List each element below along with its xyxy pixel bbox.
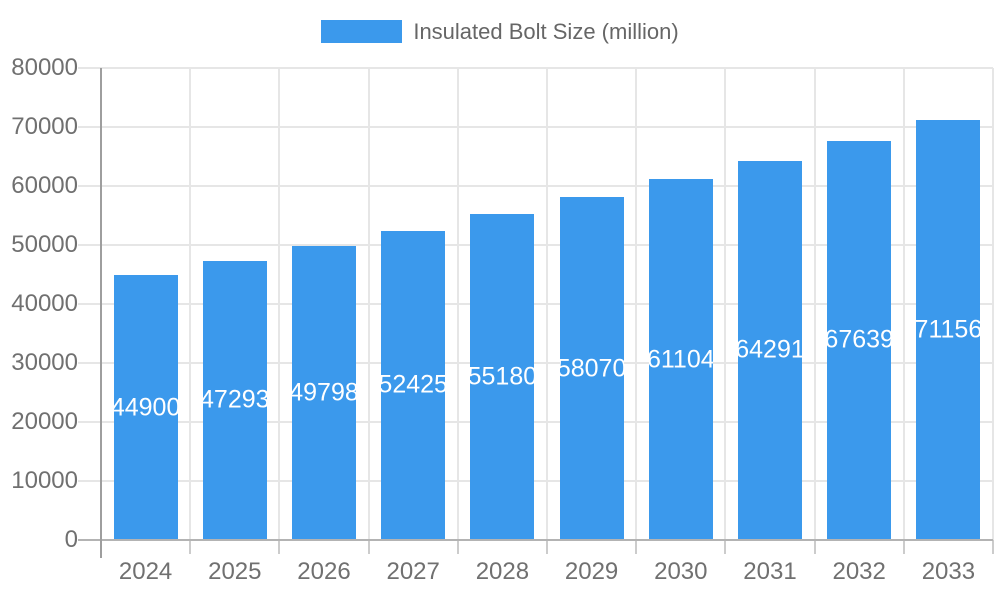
legend-label: Insulated Bolt Size (million) [413, 18, 679, 44]
y-axis-label: 30000 [11, 349, 78, 376]
bar-2029[interactable]: 58070 [559, 197, 624, 540]
bar-2033[interactable]: 71156 [916, 120, 981, 540]
x-tick [902, 540, 905, 554]
x-axis-label: 2032 [832, 558, 886, 585]
v-gridline [902, 68, 905, 540]
bar-value-label: 55180 [470, 362, 535, 391]
x-tick [724, 540, 727, 554]
y-axis-label: 10000 [11, 467, 78, 494]
y-tick [78, 126, 101, 128]
bar-value-label: 47293 [202, 385, 267, 414]
bar-value-label: 52425 [381, 370, 446, 399]
x-axis-label: 2031 [743, 558, 797, 585]
x-axis-label: 2027 [386, 558, 440, 585]
bar-2032[interactable]: 67639 [827, 140, 892, 540]
v-gridline [189, 68, 192, 540]
y-axis-label: 40000 [11, 290, 78, 317]
y-tick [78, 244, 101, 246]
v-gridline [367, 68, 370, 540]
y-tick [78, 362, 101, 364]
bar-value-label: 67639 [827, 325, 892, 354]
x-axis-label: 2028 [475, 558, 530, 585]
v-gridline [546, 68, 548, 540]
v-gridline [278, 68, 281, 540]
v-gridline [724, 68, 727, 540]
x-axis-label: 2029 [564, 558, 619, 585]
legend[interactable]: Insulated Bolt Size (million) [0, 19, 1000, 44]
x-axis-label: 2024 [118, 558, 173, 585]
bar-value-label: 49798 [292, 378, 356, 407]
bar-2026[interactable]: 49798 [292, 246, 356, 540]
x-axis-label: 2030 [654, 558, 708, 585]
y-tick [78, 185, 101, 187]
x-tick [813, 540, 816, 554]
y-tick [78, 67, 101, 69]
y-axis-label: 20000 [11, 408, 78, 435]
bar-value-label: 61104 [648, 345, 713, 374]
y-tick [78, 303, 101, 305]
v-gridline [992, 68, 994, 540]
bar-value-label: 58070 [559, 354, 624, 383]
y-axis-label: 80000 [11, 54, 78, 81]
x-tick [992, 540, 994, 554]
x-tick [456, 540, 459, 554]
y-axis-label: 0 [64, 526, 78, 553]
x-axis-label: 2033 [921, 558, 976, 585]
bar-2028[interactable]: 55180 [470, 214, 535, 540]
bar-2024[interactable]: 44900 [113, 275, 178, 540]
y-axis-label: 60000 [11, 172, 78, 199]
bar-value-label: 64291 [738, 335, 802, 364]
v-gridline [813, 68, 816, 540]
bar-value-label: 71156 [916, 315, 981, 344]
legend-swatch-icon [321, 20, 403, 43]
x-tick [189, 540, 192, 554]
x-tick [635, 540, 638, 554]
v-gridline [635, 68, 638, 540]
x-tick [546, 540, 548, 554]
y-axis-line [100, 68, 102, 558]
bar-2030[interactable]: 61104 [648, 179, 713, 540]
bar-value-label: 44900 [113, 393, 178, 422]
x-axis-label: 2025 [208, 558, 262, 585]
y-tick [78, 421, 101, 423]
x-axis-label: 2026 [297, 558, 351, 585]
y-axis-label: 50000 [11, 231, 78, 258]
bar-2025[interactable]: 47293 [202, 260, 267, 540]
y-tick [78, 480, 101, 482]
plot-area: 44900 47293 49798 52425 55180 58070 61104 64291… [101, 67, 994, 540]
x-axis-line [78, 539, 993, 541]
bar-2027[interactable]: 52425 [381, 230, 446, 540]
y-axis-label: 70000 [11, 113, 78, 140]
x-tick [278, 540, 281, 554]
x-tick [367, 540, 370, 554]
v-gridline [456, 68, 459, 540]
bar-2031[interactable]: 64291 [738, 160, 802, 540]
